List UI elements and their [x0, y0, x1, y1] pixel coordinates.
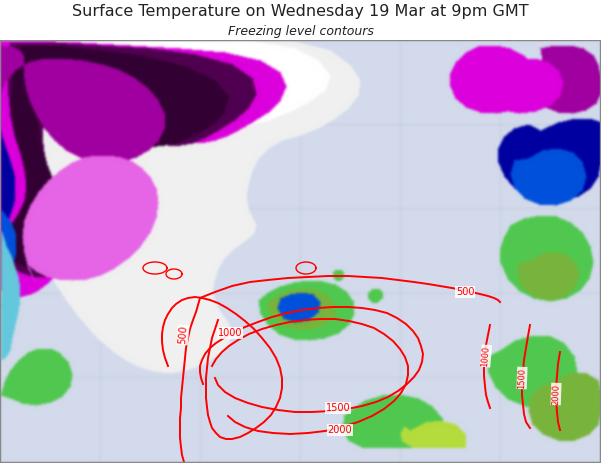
Text: Surface Temperature on Wednesday 19 Mar at 9pm GMT: Surface Temperature on Wednesday 19 Mar … [72, 4, 529, 19]
Text: 2000: 2000 [328, 425, 352, 435]
Text: 1500: 1500 [517, 367, 527, 388]
Text: 500: 500 [456, 287, 474, 297]
Text: 1500: 1500 [326, 403, 350, 413]
Text: 1000: 1000 [481, 345, 492, 367]
Text: 2000: 2000 [551, 383, 561, 405]
Text: Freezing level contours: Freezing level contours [228, 25, 373, 38]
Text: 500: 500 [177, 325, 189, 344]
Text: 1000: 1000 [218, 328, 242, 338]
